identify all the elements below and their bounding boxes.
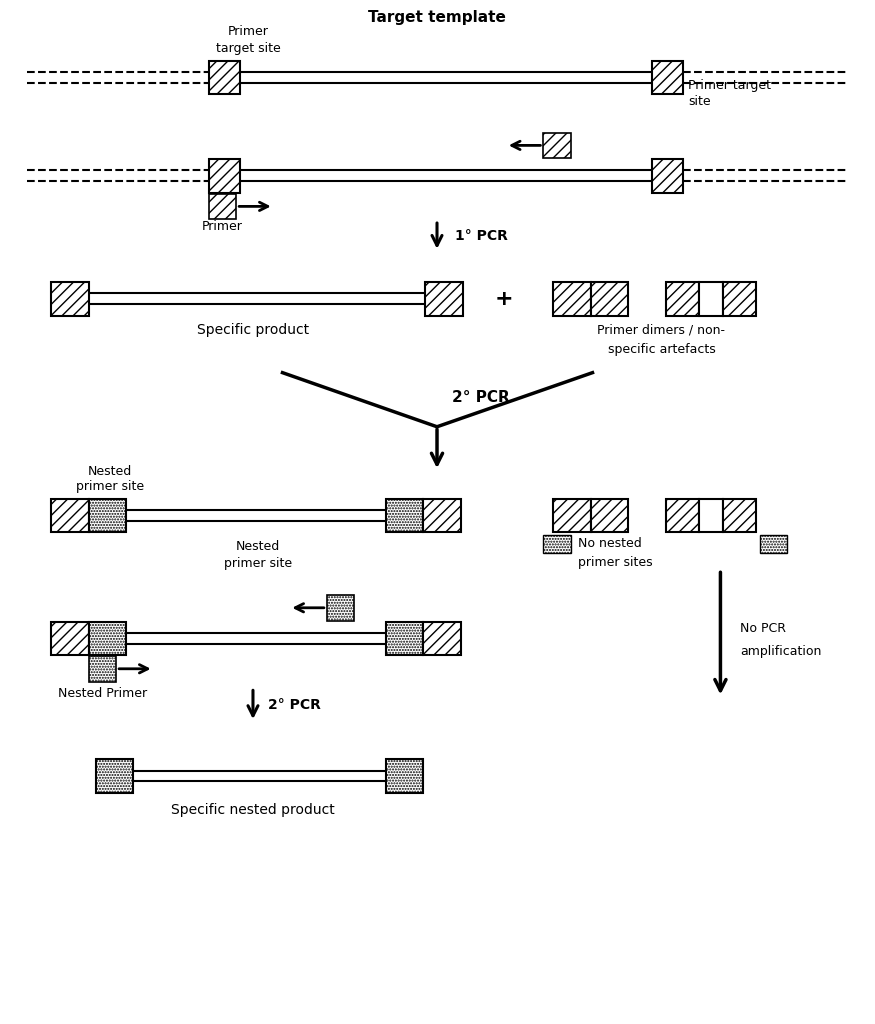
Bar (553, 499, 591, 532)
Text: site: site (688, 95, 710, 109)
Bar (724, 283, 756, 315)
Bar (724, 499, 756, 532)
Bar (209, 194, 236, 219)
Bar (591, 283, 628, 315)
Text: 1° PCR: 1° PCR (455, 229, 507, 243)
Bar (591, 499, 628, 532)
Text: Primer target: Primer target (688, 80, 771, 92)
Text: No nested: No nested (578, 538, 641, 550)
Text: primer site: primer site (76, 479, 144, 493)
Text: Primer dimers / non-: Primer dimers / non- (598, 324, 725, 337)
Bar (553, 283, 591, 315)
Text: Specific nested product: Specific nested product (172, 803, 335, 816)
Bar (386, 759, 424, 793)
Text: target site: target site (215, 42, 280, 55)
Bar (88, 499, 126, 532)
Bar (52, 499, 88, 532)
Bar (543, 132, 570, 158)
Bar (699, 283, 724, 315)
Bar (652, 60, 683, 94)
Bar (666, 283, 699, 315)
Bar (88, 656, 116, 682)
Bar (386, 622, 424, 655)
Text: 2° PCR: 2° PCR (452, 390, 509, 404)
Text: Target template: Target template (368, 10, 506, 26)
Bar (209, 60, 240, 94)
Text: 2° PCR: 2° PCR (268, 698, 320, 712)
Bar (543, 535, 570, 553)
Text: specific artefacts: specific artefacts (607, 343, 715, 356)
Text: Specific product: Specific product (197, 324, 309, 338)
Text: Nested: Nested (235, 540, 280, 553)
Text: Nested: Nested (88, 465, 132, 478)
Bar (425, 283, 463, 315)
Text: Nested Primer: Nested Primer (58, 687, 147, 700)
Bar (760, 535, 788, 553)
Text: No PCR: No PCR (740, 622, 786, 635)
Bar (95, 759, 133, 793)
Bar (699, 499, 724, 532)
Bar (666, 499, 699, 532)
Text: amplification: amplification (740, 644, 822, 657)
Bar (209, 159, 240, 193)
Text: primer sites: primer sites (578, 556, 653, 569)
Bar (652, 159, 683, 193)
Bar (88, 622, 126, 655)
Text: Primer: Primer (228, 26, 269, 38)
Bar (424, 499, 460, 532)
Text: +: + (494, 289, 514, 309)
Bar (326, 595, 354, 621)
Text: Primer: Primer (202, 220, 243, 233)
Bar (52, 622, 88, 655)
Bar (424, 622, 460, 655)
Bar (52, 283, 88, 315)
Text: primer site: primer site (224, 557, 292, 569)
Bar (386, 499, 424, 532)
